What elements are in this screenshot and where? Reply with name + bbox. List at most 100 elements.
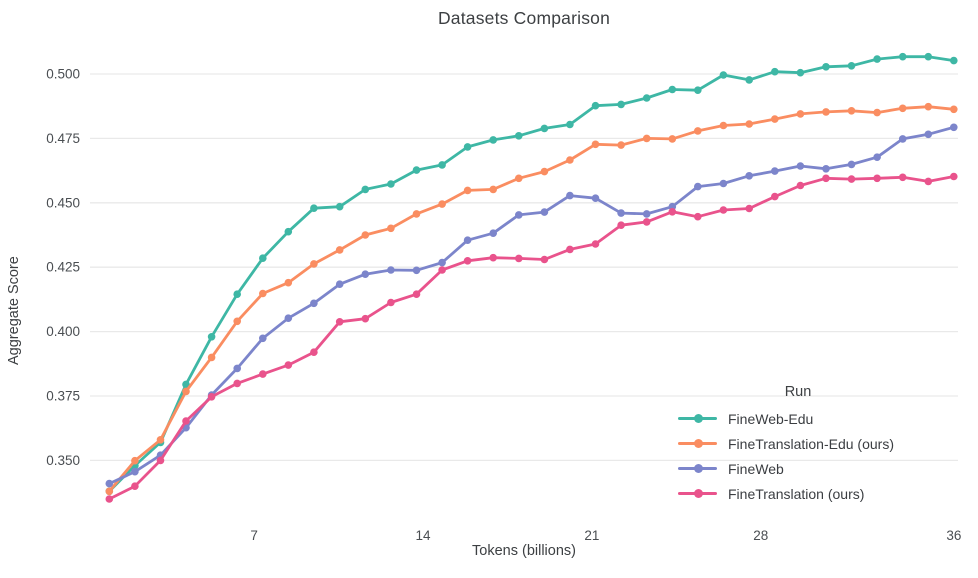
legend-entry-label: FineTranslation (ours) <box>728 485 865 502</box>
data-point-finetranslation-edu-ours <box>898 104 907 113</box>
data-point-fineweb-edu <box>745 76 753 84</box>
legend-swatch-finetranslation-edu-ours <box>678 438 717 449</box>
data-point-finetranslation-ours <box>540 255 549 264</box>
data-point-finetranslation-ours <box>745 204 753 213</box>
data-point-fineweb <box>233 364 241 373</box>
data-point-finetranslation-edu-ours <box>540 167 549 176</box>
data-point-finetranslation-edu-ours <box>617 141 625 149</box>
data-point-finetranslation-edu-ours <box>335 246 344 254</box>
y-tick-label: 0.500 <box>46 67 80 82</box>
data-point-fineweb-edu <box>515 132 523 140</box>
data-point-finetranslation-ours <box>259 370 267 378</box>
data-point-fineweb-edu <box>182 380 190 389</box>
data-point-fineweb-edu <box>540 124 549 133</box>
data-point-fineweb-edu <box>642 94 651 102</box>
data-point-fineweb-edu <box>873 55 881 63</box>
legend-dot-icon <box>693 488 703 498</box>
data-point-finetranslation-edu-ours <box>387 224 395 233</box>
data-point-fineweb <box>438 258 446 267</box>
data-point-fineweb <box>387 266 395 274</box>
legend-entry-finetranslation-edu-ours[interactable]: FineTranslation-Edu (ours) <box>678 431 958 456</box>
data-point-fineweb-edu <box>284 227 293 236</box>
data-point-finetranslation-ours <box>694 212 702 221</box>
data-point-finetranslation-ours <box>898 173 907 182</box>
data-point-finetranslation-ours <box>412 290 421 299</box>
data-point-finetranslation-edu-ours <box>642 134 651 143</box>
data-point-finetranslation-edu-ours <box>924 102 933 111</box>
data-point-finetranslation-ours <box>796 181 805 190</box>
data-point-fineweb <box>310 299 318 308</box>
data-point-finetranslation-edu-ours <box>207 353 216 362</box>
data-point-finetranslation-edu-ours <box>796 110 805 118</box>
data-point-fineweb <box>642 210 651 218</box>
data-point-finetranslation-edu-ours <box>412 210 421 218</box>
data-point-fineweb <box>745 172 753 180</box>
data-point-finetranslation-edu-ours <box>284 278 293 287</box>
data-point-fineweb-edu <box>412 166 421 174</box>
legend-entry-fineweb[interactable]: FineWeb <box>678 456 958 481</box>
data-point-fineweb-edu <box>950 56 958 65</box>
data-point-finetranslation-ours <box>924 177 933 186</box>
data-point-fineweb <box>873 153 881 161</box>
data-point-finetranslation-edu-ours <box>566 156 574 164</box>
legend-swatch-finetranslation-ours <box>678 488 717 499</box>
data-point-fineweb-edu <box>847 62 856 70</box>
data-point-fineweb <box>463 236 472 244</box>
data-point-fineweb <box>361 270 370 279</box>
y-tick-label: 0.400 <box>46 324 80 339</box>
data-point-finetranslation-ours <box>489 253 498 262</box>
data-point-fineweb-edu <box>771 67 779 76</box>
data-point-finetranslation-edu-ours <box>438 200 446 208</box>
data-point-fineweb-edu <box>438 161 446 169</box>
legend-entry-label: FineWeb <box>728 460 784 477</box>
data-point-fineweb <box>489 229 498 237</box>
legend-entry-finetranslation-ours[interactable]: FineTranslation (ours) <box>678 481 958 506</box>
data-point-fineweb <box>105 479 114 488</box>
data-point-fineweb-edu <box>335 202 344 211</box>
plot-area[interactable] <box>90 40 958 510</box>
data-point-fineweb <box>566 191 574 200</box>
legend-entry-fineweb-edu[interactable]: FineWeb-Edu <box>678 406 958 431</box>
data-point-finetranslation-ours <box>156 456 165 465</box>
legend-dot-icon <box>693 463 703 473</box>
data-point-fineweb-edu <box>259 254 267 262</box>
data-point-finetranslation-edu-ours <box>591 140 600 149</box>
data-point-finetranslation-ours <box>617 221 625 229</box>
data-point-finetranslation-ours <box>950 172 958 181</box>
data-point-fineweb <box>412 266 421 275</box>
data-point-finetranslation-edu-ours <box>361 231 370 239</box>
legend-entry-label: FineWeb-Edu <box>728 410 814 427</box>
y-tick-label: 0.425 <box>46 260 80 275</box>
x-tick-label: 7 <box>250 528 258 543</box>
data-point-fineweb-edu <box>207 333 216 341</box>
y-tick-label: 0.350 <box>46 453 80 468</box>
data-point-fineweb <box>284 314 293 323</box>
data-point-fineweb <box>540 208 549 216</box>
series-line-finetranslation-edu-ours <box>107 105 956 493</box>
data-point-finetranslation-ours <box>105 495 114 503</box>
x-tick-label: 14 <box>415 528 431 543</box>
data-point-fineweb <box>796 162 805 170</box>
legend-swatch-fineweb-edu <box>678 413 717 424</box>
data-point-finetranslation-edu-ours <box>668 135 677 143</box>
data-point-finetranslation-ours <box>131 482 139 491</box>
data-point-fineweb <box>515 211 523 219</box>
data-point-fineweb-edu <box>310 204 318 212</box>
data-point-fineweb-edu <box>924 52 933 61</box>
data-point-finetranslation-edu-ours <box>745 120 753 128</box>
data-point-fineweb-edu <box>463 143 472 151</box>
data-point-finetranslation-edu-ours <box>233 317 241 326</box>
legend-entry-label: FineTranslation-Edu (ours) <box>728 435 894 452</box>
data-point-fineweb-edu <box>361 185 370 194</box>
data-point-fineweb-edu <box>694 86 702 94</box>
data-point-finetranslation-edu-ours <box>105 487 114 496</box>
data-point-fineweb <box>822 165 830 173</box>
series-line-fineweb-edu <box>107 55 956 493</box>
data-point-fineweb <box>335 280 344 289</box>
data-point-finetranslation-ours <box>182 417 190 425</box>
legend-entries: FineWeb-Edu FineTranslation-Edu (ours) Fin… <box>678 406 958 506</box>
data-point-fineweb-edu <box>387 180 395 188</box>
data-point-fineweb <box>617 209 625 217</box>
